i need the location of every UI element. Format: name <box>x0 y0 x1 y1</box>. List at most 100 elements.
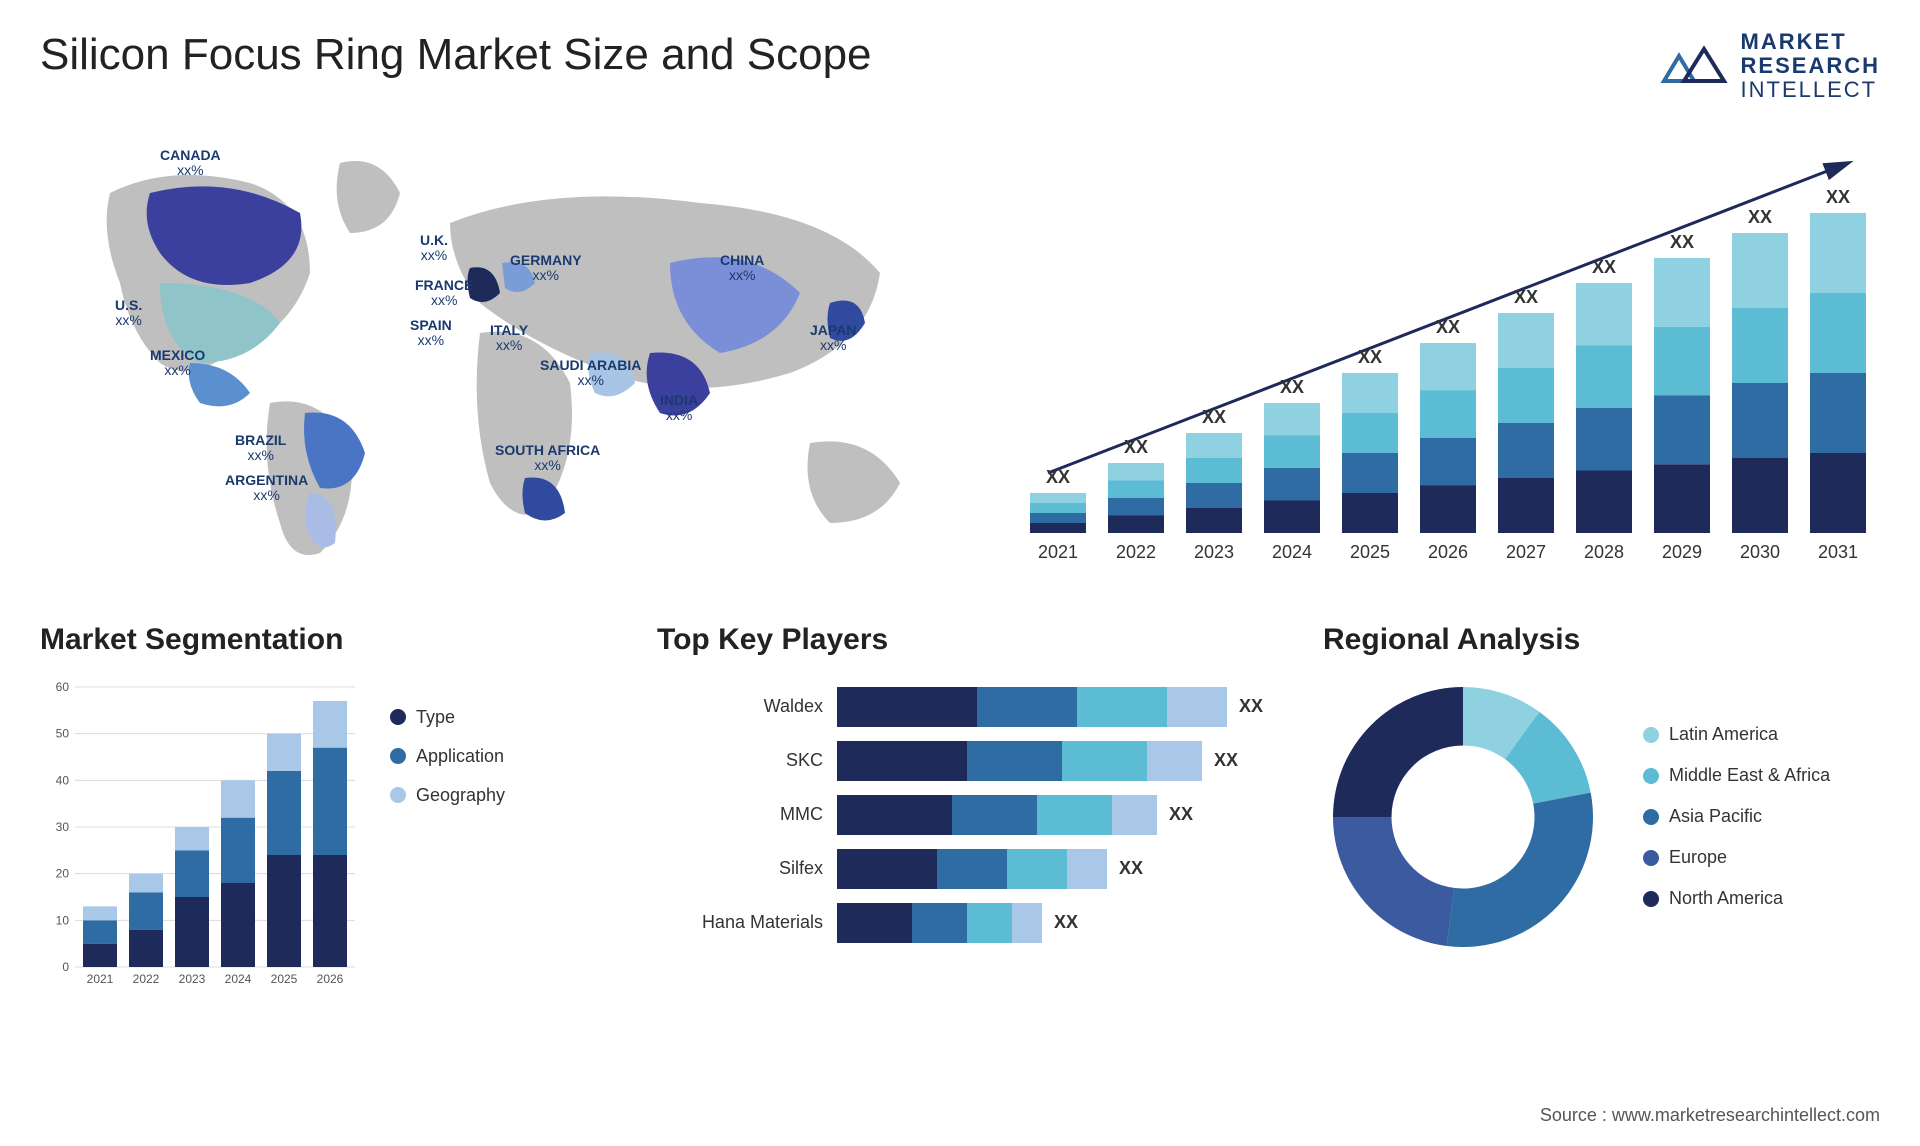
svg-text:2025: 2025 <box>1350 542 1390 562</box>
svg-text:2026: 2026 <box>317 972 344 986</box>
legend-label: Latin America <box>1669 724 1778 745</box>
player-value: XX <box>1054 912 1078 933</box>
growth-chart-panel: 2021XX2022XX2023XX2024XX2025XX2026XX2027… <box>1000 123 1880 583</box>
legend-item: Application <box>390 746 505 767</box>
map-region-safrica <box>523 477 566 520</box>
svg-text:2021: 2021 <box>1038 542 1078 562</box>
segmentation-panel: Market Segmentation 01020304050602021202… <box>40 623 597 1043</box>
svg-text:XX: XX <box>1280 377 1304 397</box>
svg-text:2022: 2022 <box>133 972 160 986</box>
svg-text:50: 50 <box>56 726 70 740</box>
svg-text:XX: XX <box>1826 187 1850 207</box>
logo-line1: MARKET <box>1741 30 1880 54</box>
logo-line3: INTELLECT <box>1741 78 1880 102</box>
bar-segment <box>837 741 967 781</box>
bar-segment <box>1062 741 1147 781</box>
bar-segment <box>1012 903 1042 943</box>
svg-text:30: 30 <box>56 820 70 834</box>
legend-dot-icon <box>390 709 406 725</box>
legend-item: Middle East & Africa <box>1643 765 1830 786</box>
bar-segment <box>1167 687 1227 727</box>
svg-text:XX: XX <box>1202 407 1226 427</box>
map-label: INDIAxx% <box>660 393 698 424</box>
svg-text:2030: 2030 <box>1740 542 1780 562</box>
source-footer: Source : www.marketresearchintellect.com <box>1540 1105 1880 1126</box>
svg-text:XX: XX <box>1358 347 1382 367</box>
svg-text:2026: 2026 <box>1428 542 1468 562</box>
bar-segment <box>1112 795 1157 835</box>
player-row: XX <box>837 687 1263 727</box>
player-name: Silfex <box>779 849 823 889</box>
svg-text:2029: 2029 <box>1662 542 1702 562</box>
legend-item: Type <box>390 707 505 728</box>
world-map-panel: CANADAxx%U.S.xx%MEXICOxx%BRAZILxx%ARGENT… <box>40 123 960 583</box>
legend-dot-icon <box>390 748 406 764</box>
legend-label: Application <box>416 746 504 767</box>
svg-text:XX: XX <box>1592 257 1616 277</box>
bar-segment <box>967 903 1012 943</box>
growth-bar-chart: 2021XX2022XX2023XX2024XX2025XX2026XX2027… <box>1000 123 1880 583</box>
brand-logo: MARKET RESEARCH INTELLECT <box>1659 30 1880 103</box>
bar-segment <box>937 849 1007 889</box>
legend-dot-icon <box>1643 891 1659 907</box>
bar-segment <box>837 903 912 943</box>
legend-label: Europe <box>1669 847 1727 868</box>
player-value: XX <box>1169 804 1193 825</box>
bar-segment <box>1037 795 1112 835</box>
map-label: SOUTH AFRICAxx% <box>495 443 600 474</box>
legend-label: Asia Pacific <box>1669 806 1762 827</box>
svg-text:2024: 2024 <box>225 972 252 986</box>
svg-text:2023: 2023 <box>1194 542 1234 562</box>
bar-segment <box>912 903 967 943</box>
bar-segment <box>837 795 952 835</box>
svg-text:XX: XX <box>1046 467 1070 487</box>
legend-dot-icon <box>1643 768 1659 784</box>
player-row: XX <box>837 795 1263 835</box>
legend-item: Asia Pacific <box>1643 806 1830 827</box>
segmentation-legend: Type Application Geography <box>390 677 505 997</box>
player-row: XX <box>837 741 1263 781</box>
player-name: MMC <box>780 795 823 835</box>
svg-text:2023: 2023 <box>179 972 206 986</box>
map-label: U.S.xx% <box>115 298 142 329</box>
svg-text:60: 60 <box>56 680 70 694</box>
player-name: Hana Materials <box>702 903 823 943</box>
legend-item: Europe <box>1643 847 1830 868</box>
legend-item: North America <box>1643 888 1830 909</box>
legend-item: Latin America <box>1643 724 1830 745</box>
bar-segment <box>837 849 937 889</box>
svg-text:10: 10 <box>56 913 70 927</box>
svg-text:2025: 2025 <box>271 972 298 986</box>
svg-text:20: 20 <box>56 866 70 880</box>
legend-label: Type <box>416 707 455 728</box>
player-value: XX <box>1119 858 1143 879</box>
svg-text:0: 0 <box>62 960 69 974</box>
svg-text:40: 40 <box>56 773 70 787</box>
player-value: XX <box>1239 696 1263 717</box>
svg-text:2021: 2021 <box>87 972 114 986</box>
svg-text:2028: 2028 <box>1584 542 1624 562</box>
map-label: MEXICOxx% <box>150 348 205 379</box>
svg-text:XX: XX <box>1670 232 1694 252</box>
player-bars: XX XX XX XX XX <box>837 677 1263 943</box>
legend-label: Middle East & Africa <box>1669 765 1830 786</box>
bar-segment <box>1077 687 1167 727</box>
legend-dot-icon <box>1643 850 1659 866</box>
bar-segment <box>1067 849 1107 889</box>
legend-dot-icon <box>1643 809 1659 825</box>
regional-legend: Latin America Middle East & Africa Asia Pa… <box>1643 724 1830 909</box>
player-value: XX <box>1214 750 1238 771</box>
page-title: Silicon Focus Ring Market Size and Scope <box>40 30 872 80</box>
logo-icon <box>1659 41 1729 91</box>
map-label: BRAZILxx% <box>235 433 286 464</box>
svg-text:XX: XX <box>1514 287 1538 307</box>
map-label: GERMANYxx% <box>510 253 582 284</box>
svg-text:XX: XX <box>1748 207 1772 227</box>
legend-item: Geography <box>390 785 505 806</box>
map-label: U.K.xx% <box>420 233 448 264</box>
map-label: SPAINxx% <box>410 318 452 349</box>
svg-text:XX: XX <box>1124 437 1148 457</box>
legend-dot-icon <box>1643 727 1659 743</box>
segmentation-chart: 0 10 20 30 40 50 60 2021 2022 2023 2024 2025 2026 <box>40 677 360 997</box>
map-label: ARGENTINAxx% <box>225 473 308 504</box>
